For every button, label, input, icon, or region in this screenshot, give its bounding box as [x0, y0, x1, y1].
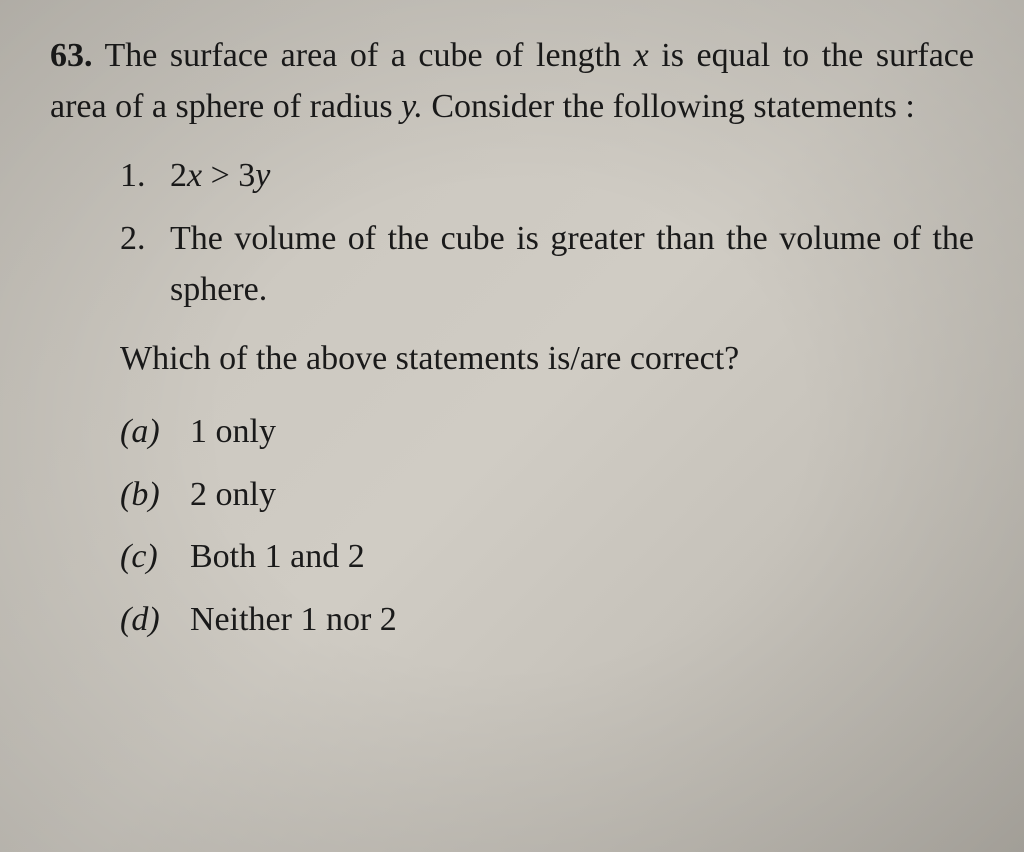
option-letter: (a) [120, 406, 190, 459]
option-letter: (c) [120, 531, 190, 584]
stmt1-var2: y [255, 157, 270, 194]
statements-list: 1. 2x > 3y 2. The volume of the cube is … [50, 150, 974, 315]
stmt1-prefix: 2 [170, 157, 187, 194]
var-y: y. [401, 88, 423, 125]
stmt1-mid: > 3 [202, 157, 255, 194]
exam-question: 63.The surface area of a cube of length … [50, 30, 974, 647]
option-letter: (b) [120, 469, 190, 522]
question-text: 63.The surface area of a cube of length … [50, 30, 974, 132]
statement-2-text: The volume of the cube is greater than t… [170, 213, 974, 315]
statement-1: 1. 2x > 3y [120, 150, 974, 201]
statement-number: 2. [120, 213, 170, 315]
var-x: x [634, 37, 649, 74]
option-c: (c) Both 1 and 2 [120, 531, 974, 584]
option-letter: (d) [120, 594, 190, 647]
option-text: 1 only [190, 406, 974, 459]
statement-number: 1. [120, 150, 170, 201]
option-text: 2 only [190, 469, 974, 522]
statement-2: 2. The volume of the cube is greater tha… [120, 213, 974, 315]
option-a: (a) 1 only [120, 406, 974, 459]
question-number: 63. [50, 30, 93, 81]
statement-1-text: 2x > 3y [170, 150, 974, 201]
options-list: (a) 1 only (b) 2 only (c) Both 1 and 2 (… [50, 406, 974, 647]
which-prompt: Which of the above statements is/are cor… [50, 333, 974, 384]
question-line3: Consider the following statements : [423, 88, 915, 125]
option-text: Both 1 and 2 [190, 531, 974, 584]
option-text: Neither 1 nor 2 [190, 594, 974, 647]
option-d: (d) Neither 1 nor 2 [120, 594, 974, 647]
stmt1-var1: x [187, 157, 202, 194]
question-line1-prefix: The surface area of a cube of length [105, 37, 634, 74]
option-b: (b) 2 only [120, 469, 974, 522]
